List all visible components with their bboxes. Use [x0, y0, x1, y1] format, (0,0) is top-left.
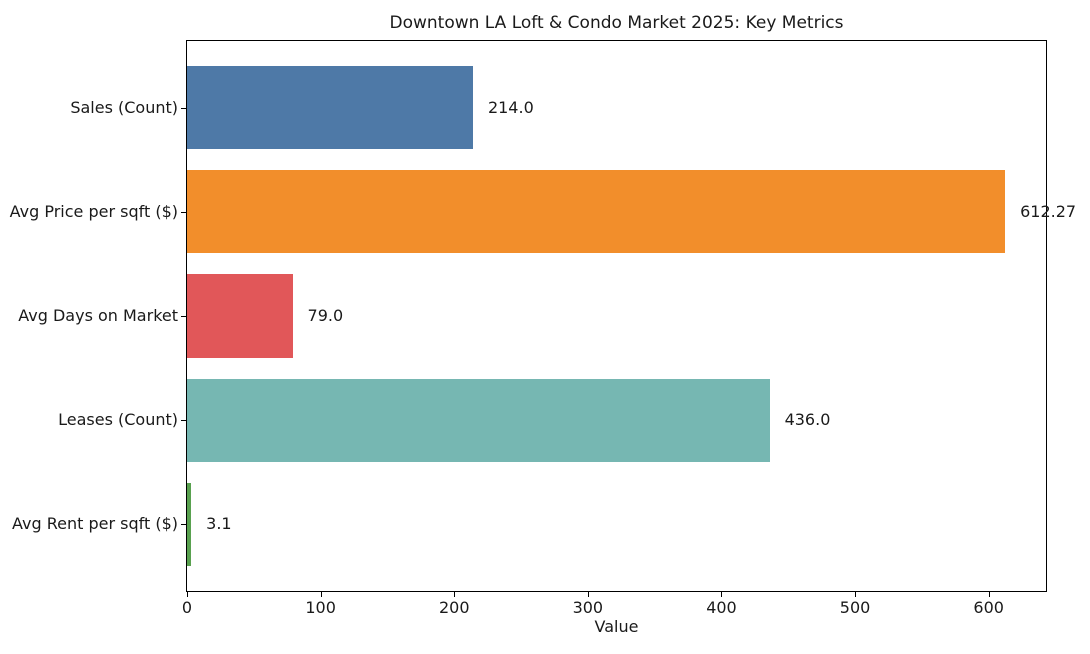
- bar-avg-price-per-sqft: [187, 170, 1006, 254]
- plot-area: 214.0 612.27 79.0 436.0 3.1: [186, 40, 1076, 592]
- y-tick-label-sales-count: Sales (Count): [70, 97, 178, 117]
- value-label-sales-count: 214.0: [487, 97, 534, 117]
- bar-avg-rent-per-sqft: [187, 482, 192, 566]
- bar-leases-count: [187, 378, 770, 462]
- y-tick-mark: [181, 420, 186, 422]
- bar-avg-days-on-market: [187, 274, 293, 358]
- y-tick-label-avg-rent-per-sqft: Avg Rent per sqft ($): [12, 514, 178, 534]
- value-label-avg-rent-per-sqft: 3.1: [206, 514, 232, 534]
- x-tick-label-100: 100: [305, 598, 336, 617]
- x-tick-label-400: 400: [706, 598, 737, 617]
- value-label-avg-price-per-sqft: 612.27: [1020, 201, 1077, 221]
- x-tick-mark: [587, 592, 589, 597]
- x-tick-label-0: 0: [181, 598, 193, 617]
- x-tick-mark: [187, 592, 188, 597]
- y-tick-mark: [181, 524, 186, 526]
- x-tick-mark: [454, 592, 456, 597]
- x-tick-label-300: 300: [572, 598, 604, 617]
- x-tick-label-500: 500: [839, 598, 871, 617]
- y-tick-mark: [181, 316, 186, 317]
- x-tick-label-200: 200: [438, 598, 470, 617]
- x-tick-mark: [320, 592, 322, 597]
- y-tick-mark: [181, 211, 186, 213]
- y-tick-mark: [181, 107, 186, 109]
- bar-sales-count: [187, 66, 473, 150]
- y-tick-label-leases-count: Leases (Count): [58, 410, 178, 430]
- value-label-leases-count: 436.0: [784, 410, 831, 430]
- y-tick-label-avg-price-per-sqft: Avg Price per sqft ($): [9, 201, 178, 221]
- x-tick-label-600: 600: [973, 598, 1004, 617]
- x-axis-label: Value: [594, 617, 639, 636]
- x-tick-mark: [988, 592, 990, 597]
- x-tick-mark: [855, 592, 857, 597]
- value-label-avg-days-on-market: 79.0: [307, 306, 344, 325]
- x-tick-mark: [721, 592, 723, 597]
- y-tick-label-avg-days-on-market: Avg Days on Market: [18, 306, 178, 325]
- chart-title: Downtown LA Loft & Condo Market 2025: Ke…: [389, 13, 844, 33]
